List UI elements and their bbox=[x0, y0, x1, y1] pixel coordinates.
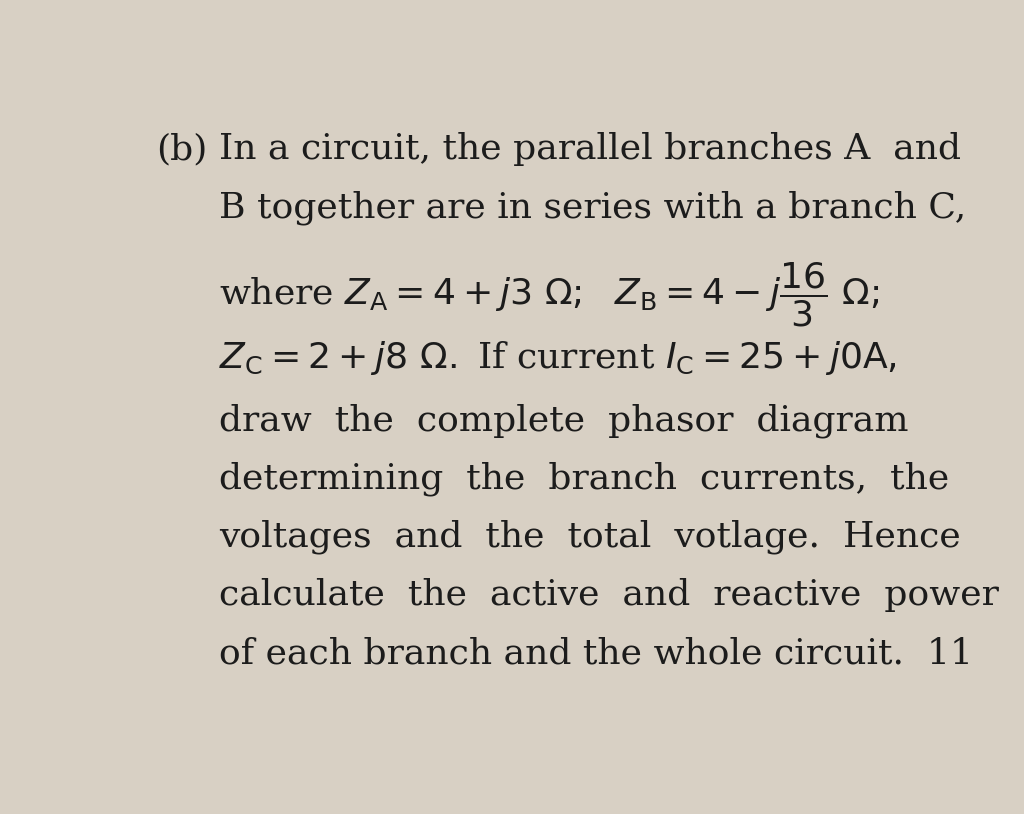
Text: of each branch and the whole circuit.  11: of each branch and the whole circuit. 11 bbox=[219, 637, 973, 671]
Text: determining  the  branch  currents,  the: determining the branch currents, the bbox=[219, 462, 949, 496]
Text: B together are in series with a branch C,: B together are in series with a branch C… bbox=[219, 190, 967, 225]
Text: where $Z_{\mathrm{A}} = 4 + j3\ \Omega;\ \ Z_{\mathrm{B}} = 4 - j\dfrac{16}{3}\ : where $Z_{\mathrm{A}} = 4 + j3\ \Omega;\… bbox=[219, 260, 880, 329]
Text: calculate  the  active  and  reactive  power: calculate the active and reactive power bbox=[219, 578, 999, 612]
Text: voltages  and  the  total  votlage.  Hence: voltages and the total votlage. Hence bbox=[219, 520, 961, 554]
Text: draw  the  complete  phasor  diagram: draw the complete phasor diagram bbox=[219, 403, 908, 438]
Text: $Z_{\mathrm{C}} = 2 + j8\ \Omega.$ If current $I_{\mathrm{C}} = 25 + j0\mathrm{A: $Z_{\mathrm{C}} = 2 + j8\ \Omega.$ If cu… bbox=[219, 339, 897, 377]
Text: In a circuit, the parallel branches A  and: In a circuit, the parallel branches A an… bbox=[219, 132, 962, 166]
Text: (b): (b) bbox=[156, 132, 207, 166]
